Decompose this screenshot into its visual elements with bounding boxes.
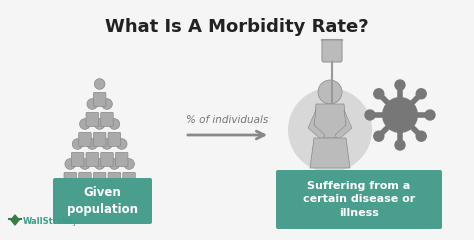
Circle shape [102, 139, 112, 149]
Circle shape [288, 88, 372, 172]
Circle shape [425, 110, 435, 120]
Circle shape [109, 159, 119, 169]
Circle shape [395, 80, 405, 90]
FancyBboxPatch shape [108, 172, 120, 186]
Text: Suffering from a
certain disease or
illness: Suffering from a certain disease or illn… [303, 181, 415, 218]
Circle shape [374, 131, 384, 141]
Text: Given
population: Given population [67, 186, 138, 216]
FancyBboxPatch shape [108, 132, 120, 146]
Circle shape [80, 159, 90, 169]
Circle shape [416, 89, 426, 99]
Circle shape [117, 139, 127, 149]
Polygon shape [308, 110, 325, 140]
Circle shape [124, 159, 134, 169]
Circle shape [65, 159, 75, 169]
Circle shape [416, 131, 426, 141]
Circle shape [87, 139, 98, 149]
Polygon shape [335, 110, 352, 140]
Circle shape [382, 97, 418, 133]
Circle shape [374, 89, 384, 99]
Circle shape [318, 80, 342, 104]
FancyBboxPatch shape [101, 112, 113, 126]
FancyBboxPatch shape [93, 92, 106, 106]
FancyBboxPatch shape [72, 152, 84, 166]
Polygon shape [314, 104, 346, 138]
Text: % of individuals: % of individuals [186, 115, 268, 125]
FancyBboxPatch shape [322, 40, 342, 62]
FancyBboxPatch shape [101, 152, 113, 166]
FancyBboxPatch shape [93, 172, 106, 186]
FancyBboxPatch shape [53, 178, 152, 224]
Circle shape [94, 119, 105, 129]
FancyBboxPatch shape [123, 172, 135, 186]
Circle shape [80, 119, 90, 129]
FancyBboxPatch shape [116, 152, 128, 166]
FancyBboxPatch shape [276, 170, 442, 229]
FancyBboxPatch shape [93, 132, 106, 146]
Circle shape [94, 79, 105, 89]
FancyBboxPatch shape [79, 132, 91, 146]
Circle shape [87, 99, 98, 109]
Circle shape [102, 99, 112, 109]
Text: What Is A Morbidity Rate?: What Is A Morbidity Rate? [105, 18, 369, 36]
Polygon shape [11, 215, 19, 225]
Circle shape [365, 110, 375, 120]
Circle shape [109, 119, 119, 129]
Text: Mojo: Mojo [61, 216, 81, 226]
Circle shape [395, 140, 405, 150]
Circle shape [94, 159, 105, 169]
FancyBboxPatch shape [86, 112, 99, 126]
FancyBboxPatch shape [64, 172, 76, 186]
Polygon shape [310, 138, 350, 168]
Text: WallStreet: WallStreet [23, 216, 73, 226]
Circle shape [72, 139, 83, 149]
FancyBboxPatch shape [86, 152, 99, 166]
FancyBboxPatch shape [79, 172, 91, 186]
